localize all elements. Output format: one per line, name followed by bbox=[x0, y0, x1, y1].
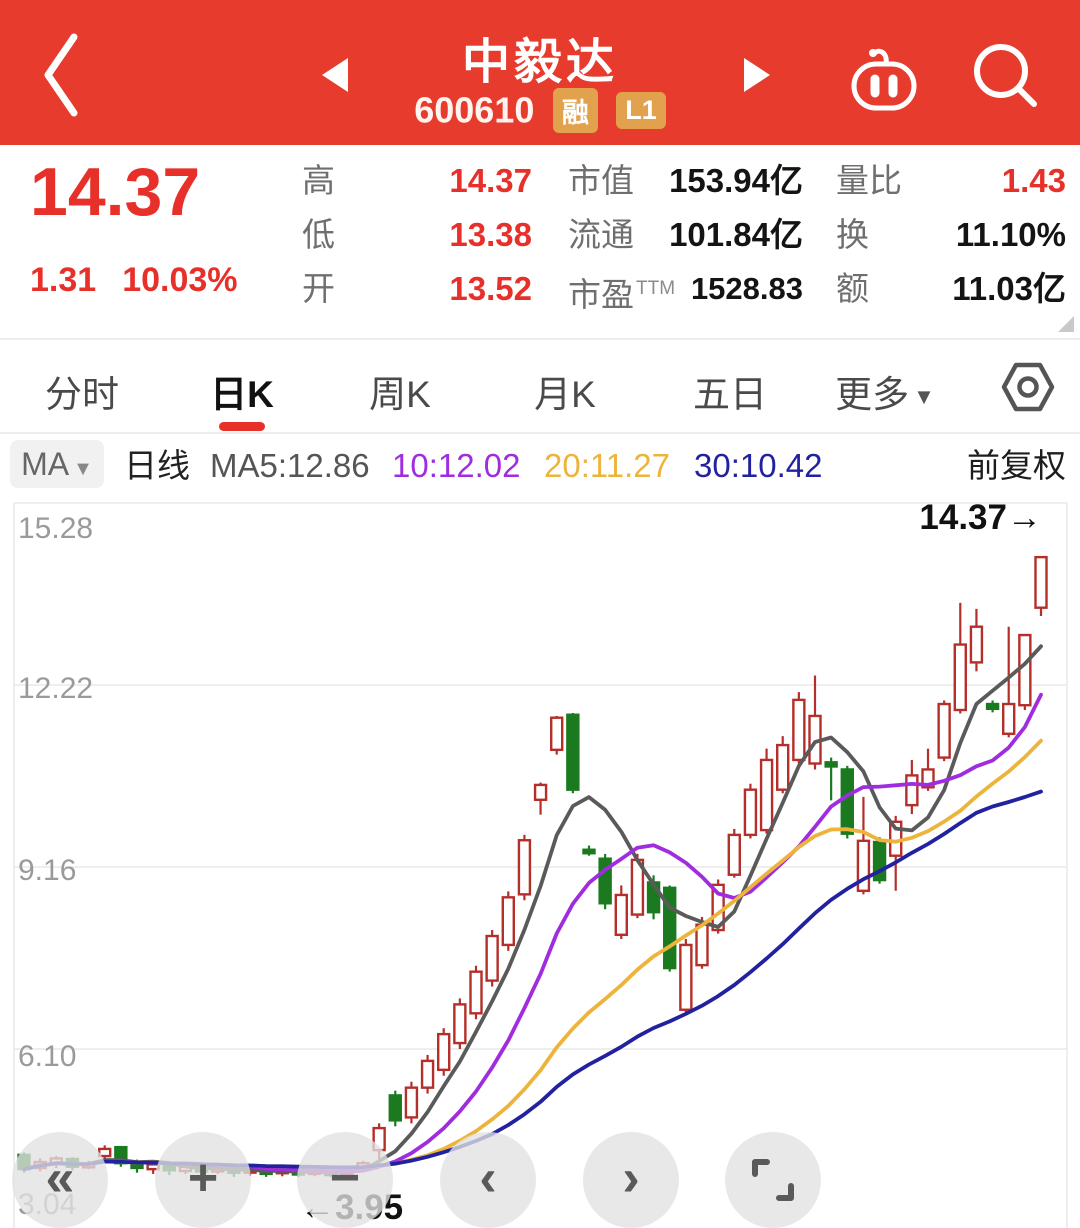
float-cap-label: 流通 bbox=[568, 216, 634, 253]
y-axis-label-4: 6.10 bbox=[18, 1040, 77, 1073]
chevron-down-icon: ▼ bbox=[73, 458, 93, 480]
ma5-value: MA5:12.86 bbox=[210, 447, 370, 484]
volume-ratio-value: 1.43 bbox=[1001, 162, 1066, 199]
stock-code: 600610 bbox=[414, 89, 535, 131]
robot-icon bbox=[851, 48, 917, 111]
hexagon-settings-icon bbox=[1001, 362, 1055, 412]
kline-chart-area[interactable]: 15.28 12.22 9.16 6.10 3.04 14.37→ ←3.95 bbox=[0, 498, 1080, 1228]
chart-tab-bar: 分时 日K 周K 月K 五日 更多 ▼ bbox=[0, 340, 1080, 434]
ma-selector-button[interactable]: MA ▼ bbox=[10, 440, 104, 488]
search-button[interactable] bbox=[968, 38, 1044, 114]
fullscreen-button[interactable] bbox=[725, 1132, 821, 1228]
search-icon bbox=[974, 44, 1037, 107]
y-axis-label-1: 15.28 bbox=[18, 512, 94, 545]
margin-badge: 融 bbox=[552, 88, 598, 133]
chevron-down-icon: ▼ bbox=[913, 384, 935, 410]
open-label: 开 bbox=[302, 270, 335, 307]
zoom-in-button[interactable]: + bbox=[155, 1132, 251, 1228]
chevron-left-icon: ‹ bbox=[479, 1149, 497, 1207]
adjust-mode-label[interactable]: 前复权 bbox=[967, 447, 1066, 484]
float-cap-value: 101.84亿 bbox=[669, 216, 803, 253]
tab-weekly-k[interactable]: 周K bbox=[369, 374, 431, 415]
active-tab-underline bbox=[219, 422, 265, 431]
tab-daily-k[interactable]: 日K bbox=[210, 374, 274, 415]
high-label: 高 bbox=[302, 162, 335, 199]
level-badge: L1 bbox=[616, 92, 666, 129]
indicator-bar: MA ▼ 日线 MA5:12.86 10:12.02 20:11.27 30:10… bbox=[0, 434, 1080, 500]
low-label: 低 bbox=[302, 216, 335, 253]
amount-value: 11.03亿 bbox=[952, 270, 1066, 307]
last-price: 14.37 bbox=[30, 154, 201, 230]
price-change-percent: 10.03% bbox=[122, 261, 238, 299]
tab-five-day[interactable]: 五日 bbox=[693, 374, 767, 415]
zoom-out-button[interactable]: − bbox=[297, 1132, 393, 1228]
minus-icon: − bbox=[329, 1149, 361, 1207]
open-value: 13.52 bbox=[449, 270, 532, 307]
ma20-value: 20:11.27 bbox=[544, 447, 671, 484]
ma10-value: 10:12.02 bbox=[392, 447, 521, 484]
kline-chart-canvas[interactable] bbox=[0, 500, 1080, 1228]
volume-ratio-label: 量比 bbox=[836, 162, 902, 199]
turnover-rate-value: 11.10% bbox=[955, 216, 1066, 253]
prev-stock-icon[interactable] bbox=[322, 58, 348, 92]
amount-label: 额 bbox=[836, 270, 869, 307]
market-cap-label: 市值 bbox=[568, 162, 634, 199]
quote-panel[interactable]: 14.37 1.31 10.03% 高 14.37 低 13.38 开 13.52… bbox=[0, 145, 1080, 340]
high-price-marker: 14.37→ bbox=[919, 498, 1042, 537]
chevron-right-icon: › bbox=[622, 1149, 640, 1207]
pan-right-button[interactable]: › bbox=[583, 1132, 679, 1228]
low-value: 13.38 bbox=[449, 216, 532, 253]
fullscreen-icon bbox=[752, 1159, 794, 1201]
price-change-row: 1.31 10.03% bbox=[30, 261, 264, 300]
expand-stats-handle[interactable] bbox=[1058, 316, 1074, 332]
stock-title: 中毅达 bbox=[461, 36, 618, 89]
period-label: 日线 bbox=[124, 447, 190, 484]
pe-label: 市盈 TTM bbox=[568, 276, 676, 313]
chart-settings-button[interactable] bbox=[1000, 358, 1056, 418]
turnover-rate-label: 换 bbox=[836, 216, 869, 253]
tab-minute[interactable]: 分时 bbox=[45, 374, 119, 415]
rewind-icon: « bbox=[45, 1149, 75, 1207]
back-chevron-icon bbox=[44, 33, 78, 117]
ma30-value: 30:10.42 bbox=[694, 447, 823, 484]
pe-value: 1528.83 bbox=[690, 271, 803, 306]
pe-ttm-sup: TTM bbox=[636, 278, 676, 299]
next-stock-icon[interactable] bbox=[744, 58, 770, 92]
price-change: 1.31 bbox=[30, 261, 97, 299]
y-axis-label-2: 12.22 bbox=[18, 672, 94, 705]
app-header: 中毅达 600610 融 L1 bbox=[0, 0, 1080, 145]
plus-icon: + bbox=[187, 1149, 219, 1207]
tab-monthly-k[interactable]: 月K bbox=[534, 374, 596, 415]
pan-left-button[interactable]: ‹ bbox=[440, 1132, 536, 1228]
market-cap-value: 153.94亿 bbox=[669, 162, 803, 199]
tab-more[interactable]: 更多 ▼ bbox=[835, 374, 935, 415]
y-axis-label-3: 9.16 bbox=[18, 854, 77, 887]
stock-subtitle: 600610 融 L1 bbox=[0, 88, 1080, 133]
back-button[interactable] bbox=[28, 25, 98, 125]
rewind-button[interactable]: « bbox=[12, 1132, 108, 1228]
assistant-button[interactable] bbox=[846, 38, 922, 114]
high-value: 14.37 bbox=[449, 162, 532, 199]
